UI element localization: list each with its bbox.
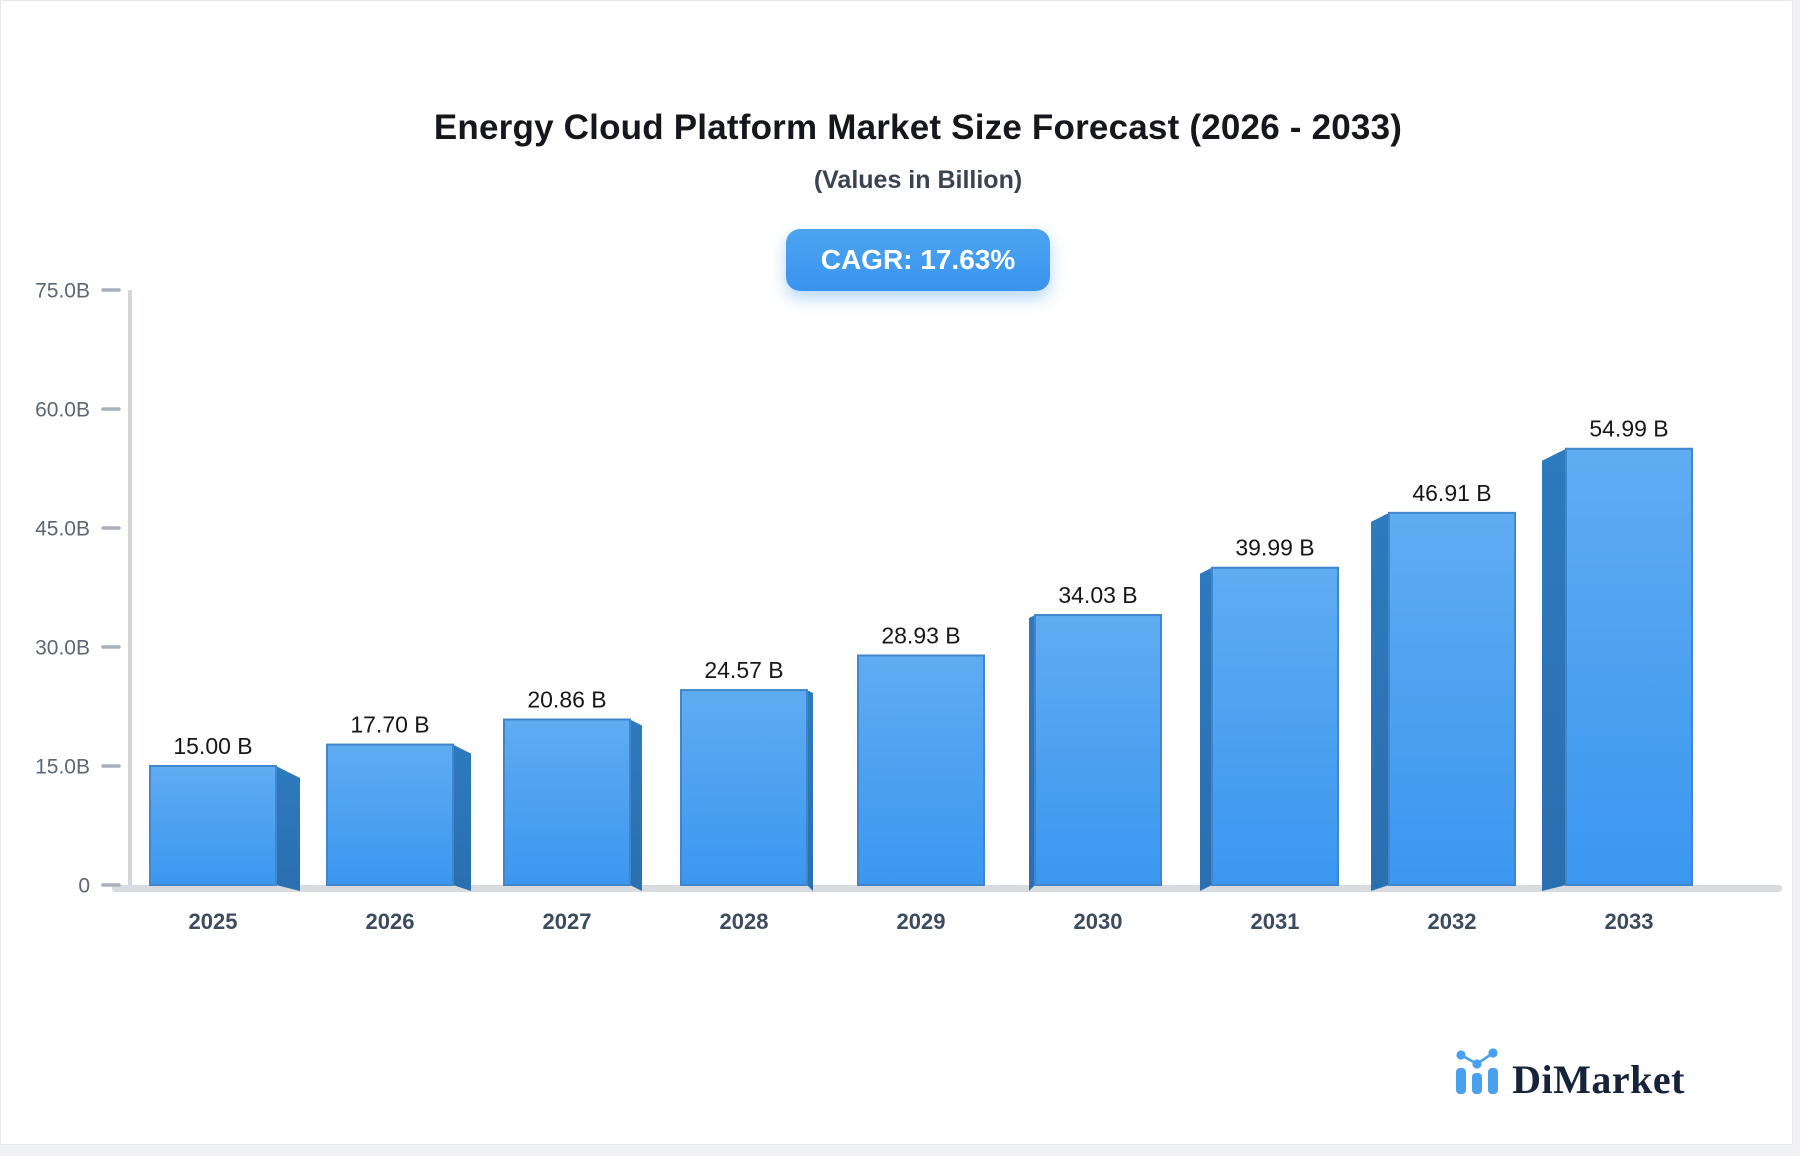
chart-subtitle: (Values in Billion)	[813, 166, 1023, 194]
value-label-2025: 15.00 B	[173, 733, 252, 759]
value-label-2033: 54.99 B	[1589, 416, 1668, 442]
bar-side-2026	[453, 744, 471, 891]
x-tick-label-2027: 2027	[543, 909, 592, 934]
chart-header: Energy Cloud Platform Market Size Foreca…	[46, 0, 1790, 291]
bar-2029	[857, 654, 985, 886]
value-label-2029: 28.93 B	[881, 622, 960, 648]
x-tick-label-2033: 2033	[1605, 909, 1654, 934]
x-tick-label-2029: 2029	[897, 909, 946, 934]
value-label-2030: 34.03 B	[1058, 582, 1137, 608]
bar-side-2031	[1200, 567, 1212, 891]
bar-side-2028	[807, 690, 813, 891]
x-tick-label-2031: 2031	[1251, 909, 1300, 934]
bar-2025	[149, 765, 277, 886]
x-axis-baseline	[112, 885, 1782, 892]
brand-name: DiMarket	[1512, 1057, 1685, 1102]
bar-side-2027	[630, 719, 642, 891]
x-tick-label-2028: 2028	[720, 909, 769, 934]
bar-side-2033	[1542, 448, 1566, 891]
chart-title: Energy Cloud Platform Market Size Foreca…	[433, 108, 1403, 147]
x-tick-label-2026: 2026	[366, 909, 415, 934]
y-tick-label: 15.0B	[35, 756, 90, 779]
bar-2032	[1388, 511, 1516, 887]
bar-2027	[503, 718, 631, 887]
value-label-2026: 17.70 B	[350, 712, 429, 738]
y-tick-label: 75.0B	[35, 280, 90, 303]
value-label-2028: 24.57 B	[704, 657, 783, 683]
plot-area: 0 15.0B 30.0B 45.0B 60.0B 75.0B 15.00 B 2025 17.…	[35, 280, 1782, 934]
bar-2026	[326, 743, 454, 887]
bar-2031	[1211, 566, 1339, 886]
brand-logo: DiMarket	[1453, 1047, 1685, 1100]
cagr-badge: CAGR: 17.63%	[785, 229, 1051, 291]
bar-side-2032	[1371, 512, 1389, 891]
y-tick-label: 30.0B	[35, 637, 90, 660]
x-tick-label-2030: 2030	[1074, 909, 1123, 934]
y-tick-label: 0	[78, 875, 90, 898]
bar-side-2025	[276, 766, 300, 891]
value-label-2027: 20.86 B	[527, 687, 606, 713]
bar-2033	[1565, 447, 1693, 886]
y-tick-label: 45.0B	[35, 518, 90, 541]
mini-bar-line-chart-icon	[1453, 1047, 1501, 1100]
bar-2028	[680, 689, 808, 886]
value-label-2031: 39.99 B	[1235, 535, 1314, 561]
y-tick-label: 60.0B	[35, 399, 90, 422]
x-tick-label-2025: 2025	[189, 909, 238, 934]
value-label-2032: 46.91 B	[1412, 480, 1491, 506]
x-tick-label-2032: 2032	[1428, 909, 1477, 934]
bar-side-2030	[1029, 615, 1035, 891]
bar-2030	[1034, 614, 1162, 887]
